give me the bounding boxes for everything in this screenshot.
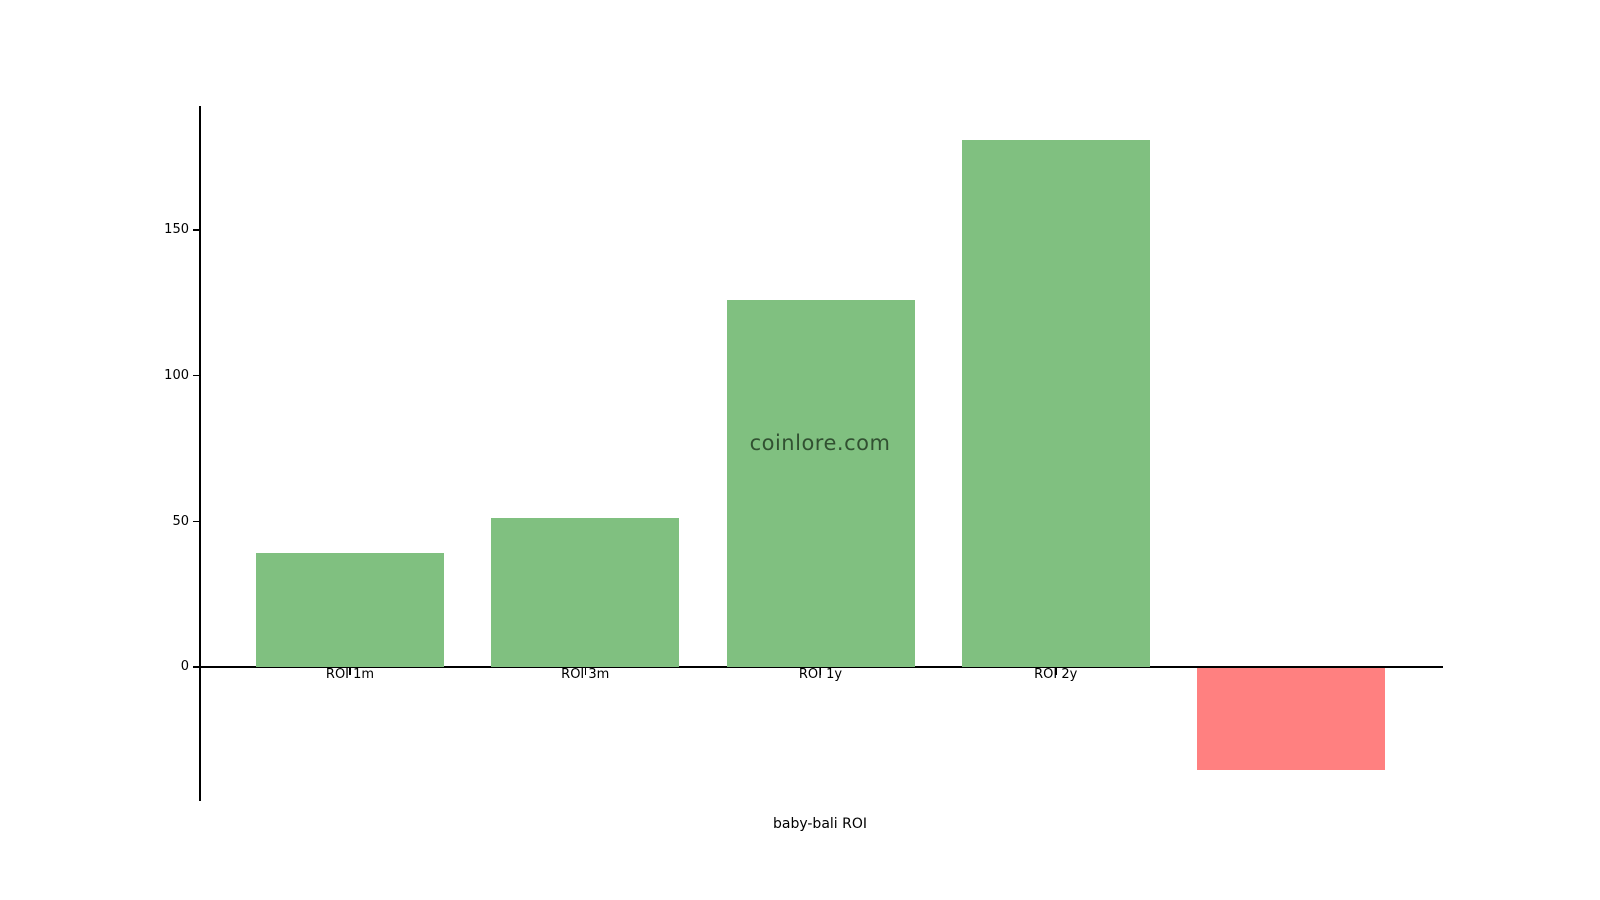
x-tick-label: ROI 3m	[561, 667, 610, 682]
y-tick-label: 50	[172, 513, 189, 529]
y-tick-label: 150	[164, 222, 189, 238]
bar-roi-2y	[961, 139, 1150, 667]
y-tick-label: 0	[180, 659, 189, 675]
x-tick-label: ROI 2y	[1034, 667, 1078, 682]
x-tick-label: ROI 1y	[798, 667, 843, 682]
y-tick-mark	[193, 520, 199, 522]
y-tick-mark	[193, 229, 199, 231]
watermark-text: coinlore.com	[749, 431, 891, 455]
y-tick-label: 100	[164, 368, 189, 384]
y-axis	[199, 106, 201, 801]
bar-roi-1m	[256, 553, 444, 667]
bar-roi-1y	[726, 299, 915, 667]
bar-negative	[1197, 668, 1385, 771]
y-tick-mark	[193, 666, 199, 668]
x-tick-mark	[1055, 667, 1057, 675]
x-tick-mark	[819, 667, 822, 675]
bar-roi-3m	[491, 518, 680, 667]
x-tick-mark	[584, 667, 586, 675]
x-tick-mark	[349, 667, 351, 675]
y-tick-mark	[193, 374, 199, 377]
chart-title: baby-bali ROI	[772, 816, 867, 832]
x-tick-label: ROI 1m	[325, 667, 375, 682]
